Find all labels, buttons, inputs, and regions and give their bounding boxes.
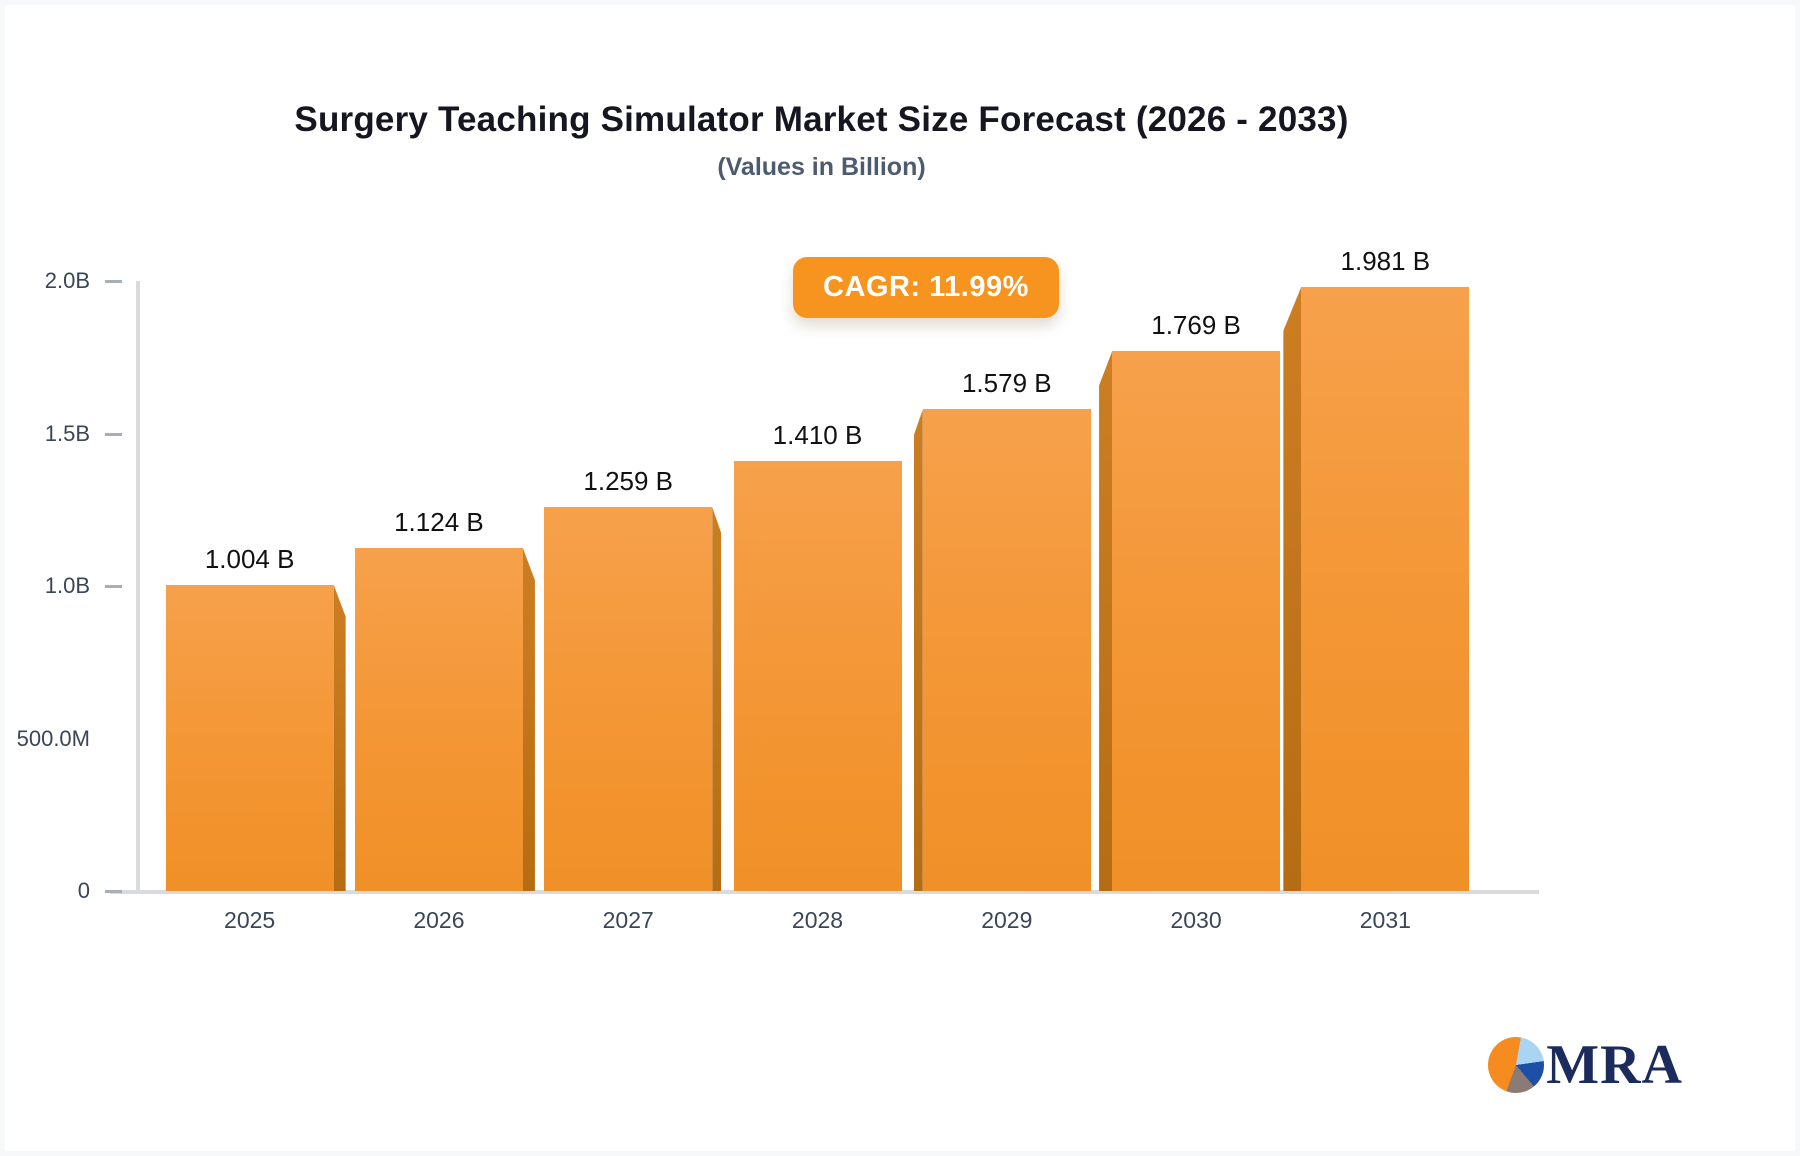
y-axis-line (136, 281, 140, 891)
bar-2025: 1.004 B (165, 544, 346, 891)
bar-2029: 1.579 B (913, 368, 1091, 891)
y-axis-tick (105, 432, 122, 436)
mra-logo: MRA (1488, 1037, 1683, 1093)
bar-face (733, 460, 902, 891)
y-axis-tick (105, 585, 122, 588)
x-axis-label-2026: 2026 (413, 907, 465, 933)
bar-face (544, 507, 713, 891)
chart-card: Surgery Teaching Simulator Market Size F… (5, 5, 1795, 1151)
y-axis-tick (105, 280, 122, 283)
y-axis-label: 2.0B (44, 268, 90, 293)
bar-value-label: 1.124 B (394, 507, 484, 538)
y-axis-label: 1.0B (44, 573, 90, 598)
pie-chart-logo-icon (1488, 1037, 1545, 1093)
y-axis-tick (105, 890, 122, 893)
bar-side-shadow (522, 548, 535, 891)
x-axis-label-2027: 2027 (602, 907, 654, 933)
bar-face (1301, 286, 1470, 891)
bar-side-shadow (913, 409, 923, 891)
bar-side-shadow (1283, 286, 1302, 891)
bar-face (922, 409, 1091, 891)
x-axis-label-2031: 2031 (1359, 907, 1411, 933)
plot-area: 2.0B 1.5B 1.0B 500.0M 0 1.004 B 2025 1.124 B 202… (17, 246, 1539, 933)
bar-2026: 1.124 B (354, 507, 535, 891)
bar-value-label: 1.579 B (961, 368, 1052, 399)
y-axis-label: 1.5B (44, 420, 90, 446)
bar-2030: 1.769 B (1099, 310, 1281, 891)
chart-subtitle: (Values in Billion) (717, 153, 926, 181)
logo-text: MRA (1546, 1034, 1683, 1096)
cagr-badge: CAGR: 11.99% (793, 257, 1059, 318)
bar-face (165, 584, 334, 891)
bar-value-label: 1.004 B (204, 543, 295, 574)
x-axis-label-2030: 2030 (1170, 907, 1222, 933)
bar-2027: 1.259 B (544, 466, 722, 891)
bar-2028: 1.410 B (733, 420, 902, 891)
x-axis-label-2028: 2028 (791, 907, 844, 933)
bar-face (354, 548, 523, 891)
bar-side-shadow (712, 507, 722, 891)
bar-face (1112, 351, 1281, 891)
chart-title: Surgery Teaching Simulator Market Size F… (294, 100, 1349, 139)
x-axis-line (110, 890, 1539, 894)
x-axis-label-2029: 2029 (981, 907, 1033, 933)
bar-side-shadow (333, 584, 346, 891)
y-axis-label: 500.0M (16, 725, 90, 751)
bar-value-label: 1.410 B (772, 419, 863, 450)
bar-value-label: 1.981 B (1340, 245, 1431, 276)
y-axis-label: 0 (77, 878, 90, 903)
bar-value-label: 1.769 B (1151, 310, 1241, 341)
bar-value-label: 1.259 B (583, 466, 674, 497)
bar-side-shadow (1099, 351, 1113, 891)
x-axis-label-2025: 2025 (224, 907, 276, 933)
bar-2031: 1.981 B (1283, 246, 1470, 891)
